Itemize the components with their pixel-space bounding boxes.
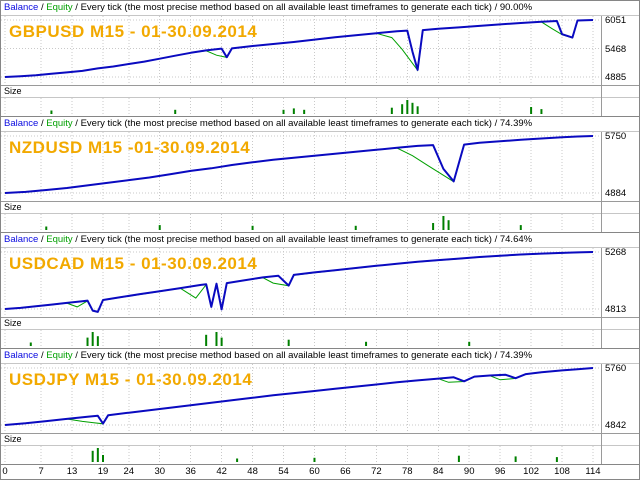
x-axis-tick-label: 102 — [523, 466, 540, 477]
y-axis-label: 6051 — [605, 15, 627, 26]
equity-legend-label: Equity — [46, 350, 73, 361]
balance-equity-chart — [1, 364, 601, 433]
y-axis-label: 5750 — [605, 131, 627, 142]
x-axis-tick-label: 90 — [463, 466, 475, 477]
x-axis-tick-label: 36 — [185, 466, 196, 477]
y-axis-label: 4842 — [605, 420, 627, 431]
modelling-quality-percent: 74.64% — [499, 234, 533, 245]
balance-equity-chart — [1, 132, 601, 201]
balance-chart-area: USDJPY M15 - 01-30.09.2014 — [1, 364, 639, 433]
balance-legend-label: Balance — [4, 2, 39, 13]
size-histogram-chart — [4, 446, 594, 464]
balance-equity-chart — [1, 248, 601, 317]
size-subwindow-header: Size — [1, 201, 639, 214]
x-axis-tick-label: 72 — [371, 466, 382, 477]
balance-equity-chart — [1, 16, 601, 85]
legend-separator: / — [72, 350, 81, 361]
x-axis-tick-label: 48 — [247, 466, 258, 477]
modelling-quality-percent: 90.00% — [499, 2, 533, 13]
size-histogram-chart — [4, 214, 594, 232]
tick-method-text: Every tick (the most precise method base… — [80, 350, 492, 361]
tick-method-text: Every tick (the most precise method base… — [80, 234, 492, 245]
equity-legend-label: Equity — [46, 118, 73, 129]
y-axis-label: 5268 — [605, 247, 627, 258]
y-axis-label: 4884 — [605, 188, 627, 199]
balance-chart-area: NZDUSD M15 -01-30.09.2014 — [1, 132, 639, 201]
equity-legend-label: Equity — [46, 2, 73, 13]
size-subwindow-header: Size — [1, 433, 639, 446]
modelling-quality-percent: 74.39% — [499, 118, 533, 129]
size-subwindow-header: Size — [1, 317, 639, 330]
size-histogram-area — [1, 98, 639, 116]
symbol-period-caption: NZDUSD M15 -01-30.09.2014 — [9, 138, 251, 157]
x-axis-tick-label: 13 — [66, 466, 78, 477]
tester-graph-panel: Balance / Equity / Every tick (the most … — [1, 1, 639, 117]
y-axis-label: 5760 — [605, 363, 627, 374]
graph-header: Balance / Equity / Every tick (the most … — [1, 233, 639, 248]
legend-separator: / — [72, 234, 81, 245]
graph-header: Balance / Equity / Every tick (the most … — [1, 349, 639, 364]
legend-separator: / — [38, 234, 47, 245]
x-axis-tick-label: 7 — [38, 466, 44, 477]
x-axis-tick-label: 108 — [554, 466, 570, 477]
x-axis-tick-label: 54 — [278, 466, 289, 477]
legend-separator: / — [491, 2, 500, 13]
y-axis-label: 4885 — [605, 72, 627, 83]
x-axis-tick-label: 78 — [402, 466, 413, 477]
size-histogram-area — [1, 446, 639, 464]
tester-graph-panel: Balance / Equity / Every tick (the most … — [1, 233, 639, 349]
x-axis-tick-label: 42 — [216, 466, 227, 477]
legend-separator: / — [72, 2, 81, 13]
x-axis-tick-label: 96 — [494, 466, 506, 477]
modelling-quality-percent: 74.39% — [499, 350, 533, 361]
balance-legend-label: Balance — [4, 234, 39, 245]
symbol-period-caption: USDCAD M15 - 01-30.09.2014 — [9, 254, 258, 273]
balance-chart-area: GBPUSD M15 - 01-30.09.2014 — [1, 16, 639, 85]
price-axis: 5760 4842 — [601, 363, 639, 464]
balance-legend-label: Balance — [4, 350, 39, 361]
price-axis: 5268 4813 — [601, 247, 639, 348]
x-axis-row: 0 7 13 19 24 30 36 42 48 54 60 66 72 78 84 90 96 102 108 11… — [1, 465, 639, 479]
price-axis: 6051 5468 4885 — [601, 15, 639, 116]
legend-separator: / — [38, 118, 47, 129]
legend-separator: / — [38, 350, 47, 361]
tick-method-text: Every tick (the most precise method base… — [80, 2, 492, 13]
tester-graph-panel: Balance / Equity / Every tick (the most … — [1, 349, 639, 465]
graph-header: Balance / Equity / Every tick (the most … — [1, 1, 639, 16]
size-subwindow-header: Size — [1, 85, 639, 98]
y-axis-label: 4813 — [605, 304, 627, 315]
size-label: Size — [4, 202, 22, 212]
graph-header: Balance / Equity / Every tick (the most … — [1, 117, 639, 132]
symbol-period-caption: USDJPY M15 - 01-30.09.2014 — [9, 370, 253, 389]
legend-separator: / — [491, 234, 500, 245]
legend-separator: / — [491, 350, 500, 361]
size-label: Size — [4, 318, 22, 328]
size-histogram-chart — [4, 330, 594, 348]
symbol-period-caption: GBPUSD M15 - 01-30.09.2014 — [9, 22, 258, 41]
balance-chart-area: USDCAD M15 - 01-30.09.2014 — [1, 248, 639, 317]
legend-separator: / — [38, 2, 47, 13]
x-axis-tick-label: 24 — [123, 466, 135, 477]
size-histogram-chart — [4, 98, 594, 116]
x-axis-tick-label: 60 — [309, 466, 320, 477]
size-histogram-area — [1, 214, 639, 232]
x-axis-tick-label: 0 — [2, 466, 8, 477]
x-axis-tick-label: 30 — [154, 466, 166, 477]
x-axis-tick-label: 84 — [432, 466, 444, 477]
price-axis: 5750 4884 — [601, 131, 639, 232]
tester-graph-panel: Balance / Equity / Every tick (the most … — [1, 117, 639, 233]
x-axis-tick-label: 19 — [97, 466, 109, 477]
tick-method-text: Every tick (the most precise method base… — [80, 118, 492, 129]
x-axis-tick-label: 66 — [340, 466, 351, 477]
x-axis-tick-label: 114 — [585, 466, 601, 477]
legend-separator: / — [72, 118, 81, 129]
size-label: Size — [4, 434, 22, 444]
legend-separator: / — [491, 118, 500, 129]
size-histogram-area — [1, 330, 639, 348]
balance-legend-label: Balance — [4, 118, 39, 129]
size-label: Size — [4, 86, 22, 96]
equity-legend-label: Equity — [46, 234, 73, 245]
y-axis-label: 5468 — [605, 43, 627, 55]
